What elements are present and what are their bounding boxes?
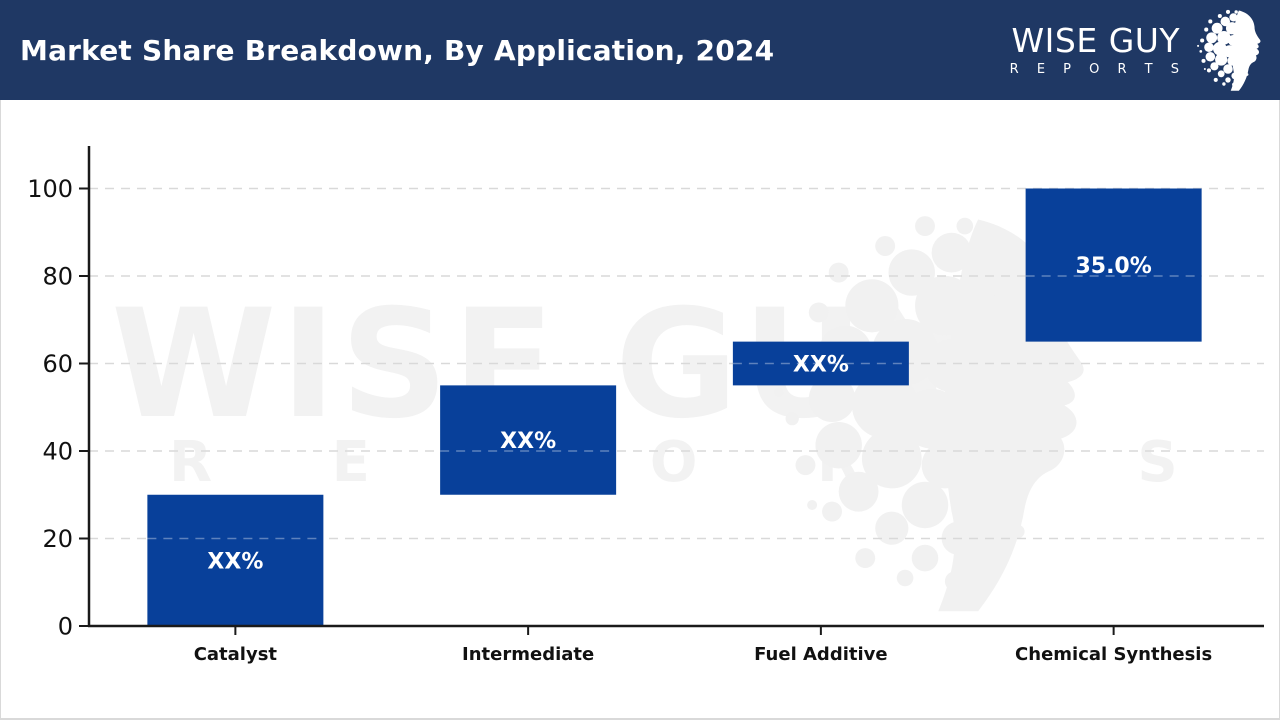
y-tick-label-80: 80 <box>42 263 73 291</box>
y-tick-label-40: 40 <box>42 438 73 466</box>
bar-chemical-synthesis <box>1025 188 1202 342</box>
brand-head-icon <box>1197 9 1261 91</box>
brand-name: WISE GUY <box>1011 21 1181 60</box>
y-tick-label-100: 100 <box>27 175 73 203</box>
brand-logo: WISE GUY R E P O R T S <box>1006 9 1262 91</box>
chart-area: WISE GUY R E P O R T S XX% Catalyst XX% Int… <box>0 100 1280 720</box>
bar-intermediate <box>440 385 617 495</box>
x-tick-label-catalyst: Catalyst <box>194 644 278 665</box>
header-bar: Market Share Breakdown, By Application, … <box>0 0 1280 100</box>
bar-chart: XX% Catalyst XX% Intermediate XX% Fuel Additi… <box>27 146 1264 665</box>
bar-label-intermediate: XX% <box>500 429 556 454</box>
page-title: Market Share Breakdown, By Application, … <box>20 33 775 67</box>
bar-fuel-additive <box>732 341 909 386</box>
brand-logo-text: WISE GUY R E P O R T S <box>1006 24 1186 76</box>
x-tick-label-chemical-synthesis: Chemical Synthesis <box>1015 644 1212 665</box>
bar-label-catalyst: XX% <box>207 549 263 574</box>
y-tick-label-20: 20 <box>42 525 73 553</box>
bar-catalyst <box>147 494 324 626</box>
y-tick-label-60: 60 <box>42 350 73 378</box>
bar-label-fuel-additive: XX% <box>793 353 849 378</box>
bar-label-chemical-synthesis: 35.0% <box>1075 254 1151 279</box>
x-tick-label-intermediate: Intermediate <box>462 644 594 665</box>
y-tick-label-0: 0 <box>58 613 73 641</box>
x-tick-label-fuel-additive: Fuel Additive <box>754 644 887 665</box>
brand-subname: R E P O R T S <box>1009 62 1186 77</box>
